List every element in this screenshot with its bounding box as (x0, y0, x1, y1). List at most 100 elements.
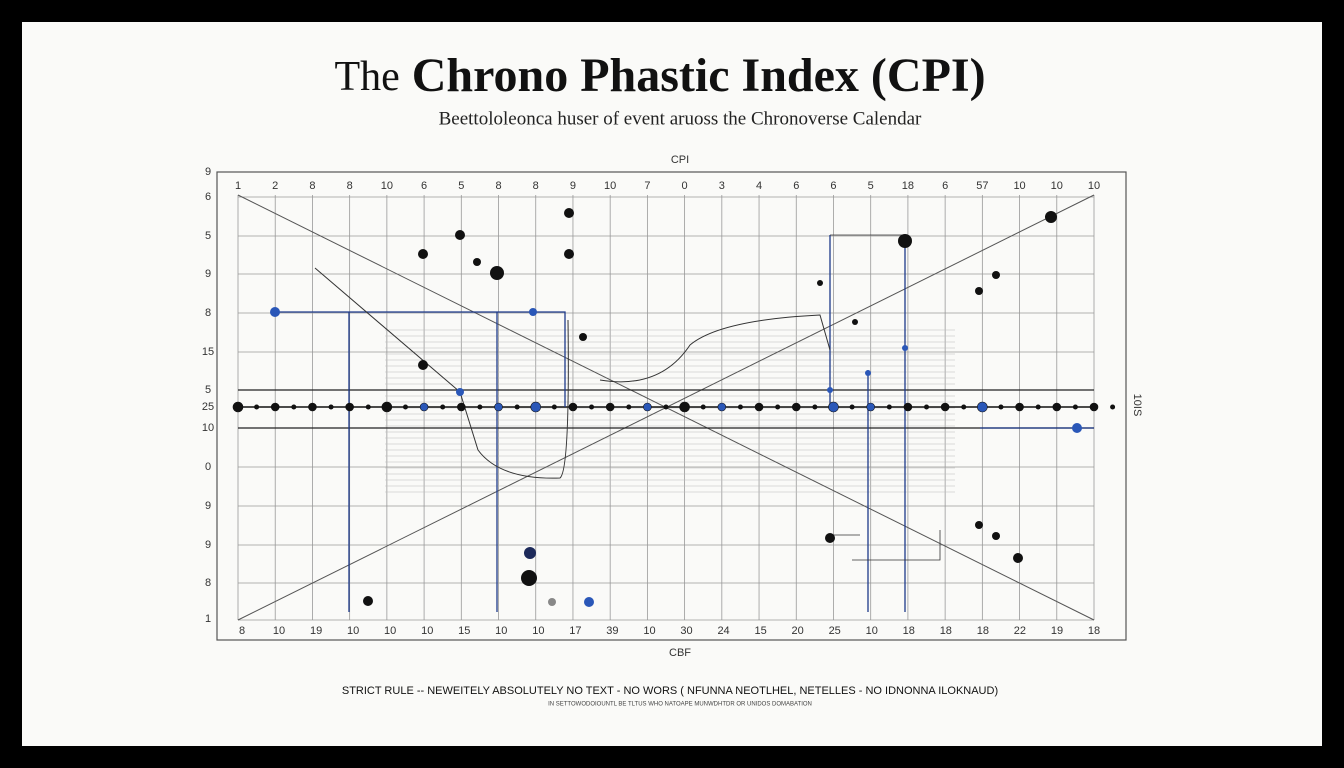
dot (663, 404, 669, 410)
bottom-tick-label: 18 (903, 625, 915, 637)
bottom-tick-label: 30 (680, 625, 692, 637)
top-tick-label: 6 (942, 180, 948, 192)
top-tick-label: 10 (1088, 180, 1100, 192)
dot (903, 402, 913, 412)
left-tick-label: 5 (205, 384, 211, 396)
dot (568, 402, 578, 412)
dot (1089, 402, 1099, 412)
top-tick-label: 0 (682, 180, 688, 192)
left-tick-label: 1 (205, 613, 211, 625)
left-tick-label: 0 (205, 461, 211, 473)
bottom-tick-label: 10 (866, 625, 878, 637)
bottom-tick-label: 10 (347, 625, 359, 637)
dot (1035, 404, 1041, 410)
left-tick-label: 8 (205, 577, 211, 589)
plot-area: 1 2 8 8 10 6 5 8 8 9 10 7 0 3 4 6 6 5 18 6 57 10 10 108 10 19 10 10… (202, 166, 1116, 637)
dot (418, 249, 428, 259)
bottom-tick-label: 8 (239, 625, 245, 637)
dot (886, 404, 892, 410)
left-tick-label: 6 (205, 191, 211, 203)
dot (825, 533, 835, 543)
dot (455, 230, 465, 240)
dot (232, 401, 244, 413)
bottom-tick-label: 18 (977, 625, 989, 637)
dot (345, 402, 354, 412)
left-tick-label: 9 (205, 166, 211, 178)
dot (700, 404, 706, 410)
dot (866, 402, 875, 412)
top-tick-label: 2 (272, 180, 278, 192)
bottom-tick-label: 15 (754, 625, 766, 637)
top-tick-label: 6 (793, 180, 799, 192)
dot (992, 532, 1000, 540)
dot (365, 404, 371, 410)
left-tick-label: 9 (205, 268, 211, 280)
dot (456, 388, 464, 396)
dot (530, 401, 542, 413)
dot (457, 402, 466, 412)
dot (992, 271, 1000, 279)
dot (521, 570, 537, 586)
top-tick-label: 9 (570, 180, 576, 192)
dot (254, 404, 260, 410)
top-tick-label: 18 (902, 180, 914, 192)
bottom-tick-label: 19 (310, 625, 322, 637)
top-tick-label: 10 (1051, 180, 1063, 192)
dot (852, 319, 858, 325)
dot (494, 402, 503, 412)
dot (898, 234, 912, 248)
footer-line2: IN SETTOWODOIOUNTL BE TLTUS WHO NATOAPE … (548, 702, 812, 708)
left-tick-label: 15 (202, 346, 214, 358)
dot (514, 404, 520, 410)
dot (775, 404, 781, 410)
left-tick-label: 8 (205, 307, 211, 319)
dot (328, 404, 334, 410)
bottom-tick-label: 22 (1014, 625, 1026, 637)
bottom-tick-label: 18 (1088, 625, 1100, 637)
top-tick-label: 8 (495, 180, 501, 192)
dot (308, 402, 317, 412)
dot (419, 402, 429, 412)
dot (975, 287, 983, 295)
dot (737, 404, 743, 410)
dot (548, 598, 556, 606)
top-tick-label: 57 (976, 180, 988, 192)
top-tick-label: 10 (604, 180, 616, 192)
dot (812, 404, 818, 410)
dot (717, 402, 727, 412)
top-tick-label: 8 (347, 180, 353, 192)
top-label: CPI (671, 154, 689, 166)
dot (605, 402, 615, 412)
dot (564, 208, 574, 218)
dot (524, 547, 536, 559)
top-tick-label: 10 (1013, 180, 1025, 192)
dot (381, 401, 393, 413)
bottom-tick-label: 24 (717, 625, 729, 637)
dot (1045, 211, 1057, 223)
dot (643, 402, 652, 412)
title-main: Chrono Phastic Index (CPI) (412, 49, 986, 102)
dot (754, 402, 764, 412)
title: The Chrono Phastic Index (CPI) (334, 49, 985, 102)
dot (1072, 423, 1082, 433)
top-tick-label: 5 (458, 180, 464, 192)
footer-line1: STRICT RULE -- NEWEITELY ABSOLUTELY NO T… (342, 685, 998, 697)
top-tick-label: 5 (868, 180, 874, 192)
bottom-tick-label: 39 (606, 625, 618, 637)
bottom-label: CBF (669, 647, 691, 659)
dot (791, 402, 801, 412)
bottom-tick-label: 19 (1051, 625, 1063, 637)
dot (440, 404, 446, 410)
top-tick-label: 1 (235, 180, 241, 192)
dot (817, 280, 823, 286)
bottom-tick-label: 20 (792, 625, 804, 637)
top-tick-label: 6 (421, 180, 427, 192)
dot (998, 404, 1004, 410)
bottom-tick-label: 10 (273, 625, 285, 637)
bottom-tick-label: 25 (829, 625, 841, 637)
dot (975, 521, 983, 529)
top-tick-label: 6 (830, 180, 836, 192)
dot (626, 404, 632, 410)
